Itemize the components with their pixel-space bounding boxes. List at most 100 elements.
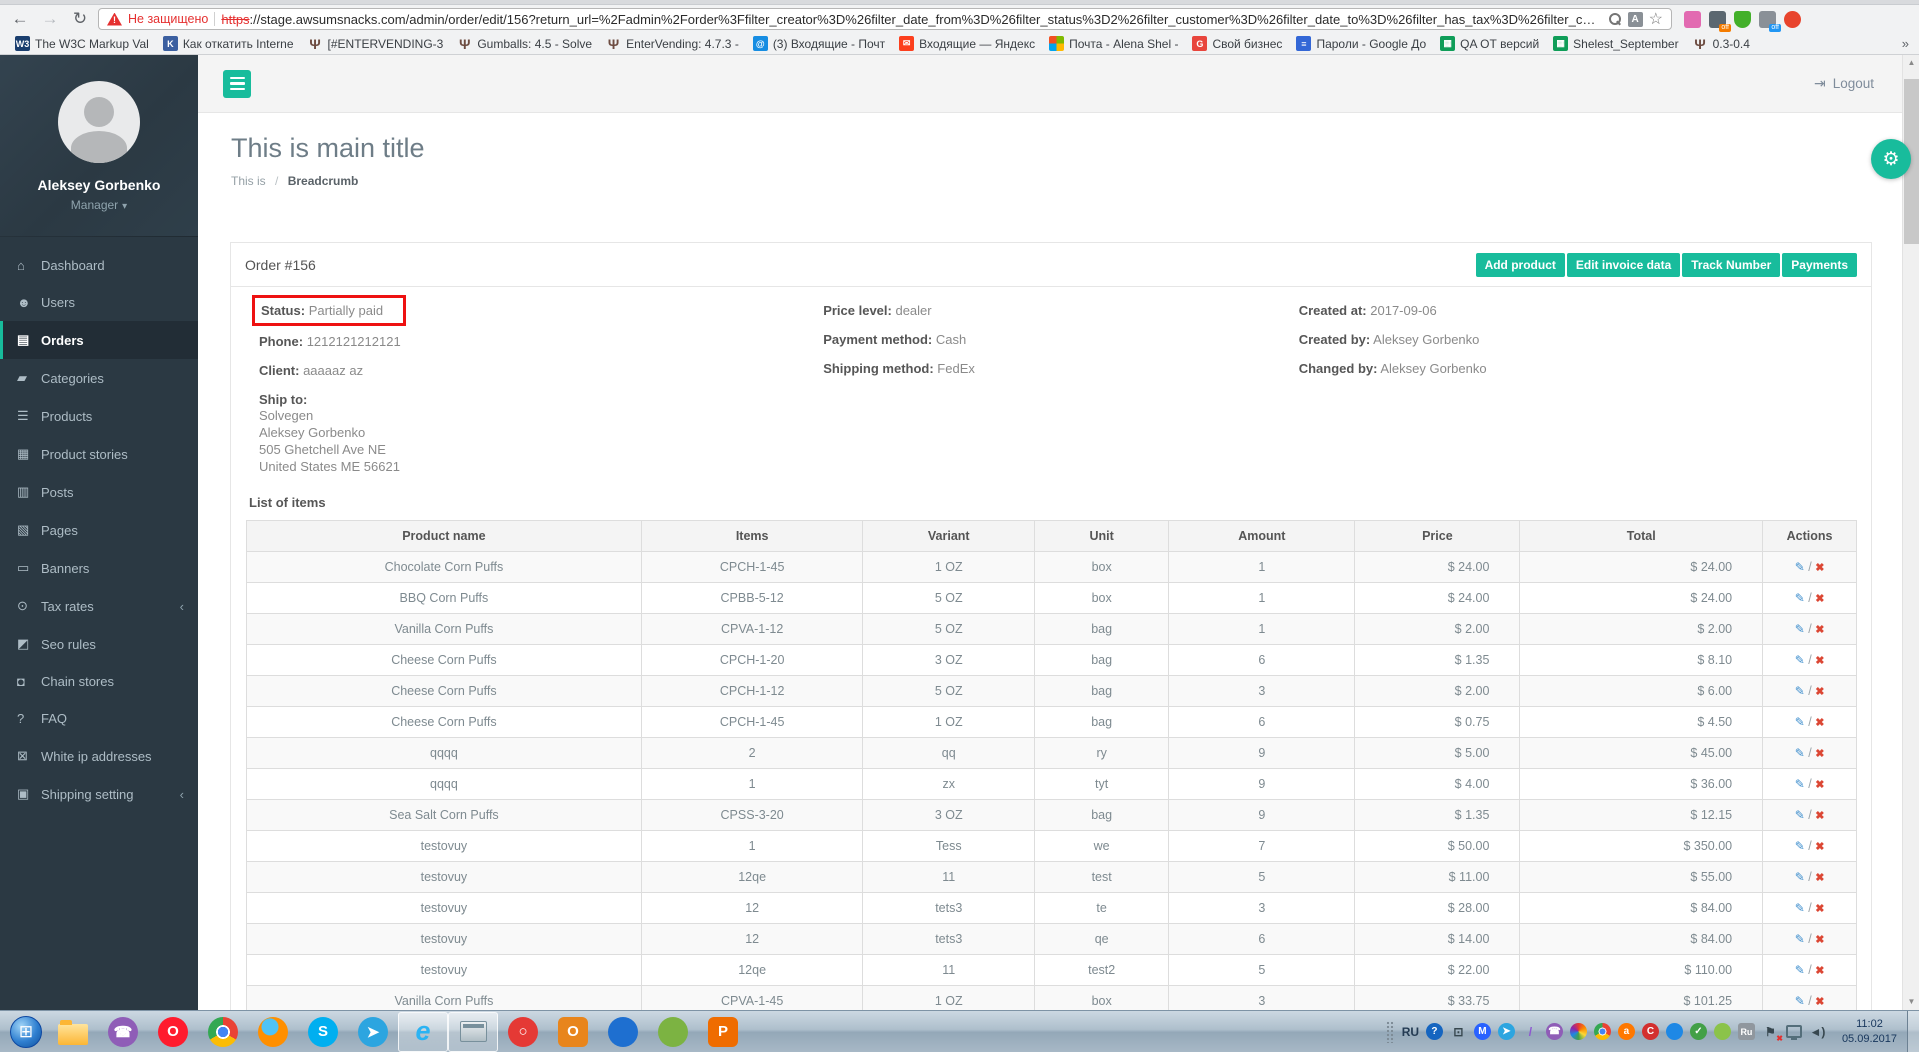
delete-item-icon[interactable]: ✖ [1815, 717, 1825, 729]
taskbar-internet-explorer-icon[interactable]: e [398, 1011, 448, 1052]
reload-button[interactable]: ↻ [72, 9, 88, 28]
scroll-down-arrow[interactable]: ▼ [1907, 997, 1916, 1006]
tray-globe-tray-icon[interactable] [1665, 1023, 1683, 1040]
edit-item-icon[interactable]: ✎ [1794, 746, 1805, 760]
sidebar-item-product-stories[interactable]: ▦ Product stories [0, 435, 198, 473]
scroll-up-arrow[interactable]: ▲ [1907, 58, 1916, 67]
ext-dark-off-icon[interactable]: off [1709, 10, 1731, 32]
edit-item-icon[interactable]: ✎ [1794, 901, 1805, 915]
taskbar-clock[interactable]: 11:02 05.09.2017 [1832, 1017, 1907, 1047]
bookmark-item-entervending-4-7-3[interactable]: Ψ EnterVending: 4.7.3 - [599, 36, 746, 52]
bookmark-item-[interactable]: ✉ Входящие — Яндекс [892, 36, 1042, 51]
taskbar-media-player-icon[interactable]: ○ [498, 1012, 548, 1052]
bookmark-item-interne[interactable]: K Как откатить Interne [156, 36, 301, 51]
sidebar-item-orders[interactable]: ▤ Orders [0, 321, 198, 359]
ext-green-shield-icon[interactable] [1734, 10, 1751, 28]
add-product-button[interactable]: Add product [1475, 252, 1565, 277]
taskbar-outlook-icon[interactable]: O [548, 1012, 598, 1052]
tray-help-icon[interactable]: ? [1425, 1023, 1443, 1040]
edit-item-icon[interactable]: ✎ [1794, 622, 1805, 636]
tray-shield-check-icon[interactable]: ✓ [1689, 1023, 1707, 1040]
scroll-thumb[interactable] [1904, 79, 1919, 244]
delete-item-icon[interactable]: ✖ [1815, 779, 1825, 791]
sidebar-item-faq[interactable]: ? FAQ [0, 700, 198, 737]
edit-item-icon[interactable]: ✎ [1794, 932, 1805, 946]
sidebar-item-users[interactable]: ☻ Users [0, 284, 198, 321]
sidebar-item-white-ip-addresses[interactable]: ⊠ White ip addresses [0, 737, 198, 775]
taskbar-punto-app-icon[interactable]: P [698, 1012, 748, 1052]
taskbar-firefox-icon[interactable] [248, 1012, 298, 1052]
bookmarks-overflow-chevron[interactable]: » [1901, 36, 1909, 51]
bookmark-item-entervending-3[interactable]: Ψ [#ENTERVENDING-3 [301, 36, 451, 52]
edit-item-icon[interactable]: ✎ [1794, 715, 1805, 729]
magnifier-icon[interactable] [1608, 12, 1622, 26]
delete-item-icon[interactable]: ✖ [1815, 903, 1825, 915]
delete-item-icon[interactable]: ✖ [1815, 996, 1825, 1008]
bookmark-item-the-w3c-markup-val[interactable]: W3 The W3C Markup Val [8, 36, 156, 51]
start-button[interactable]: ⊞ [4, 1012, 48, 1052]
delete-item-icon[interactable]: ✖ [1815, 748, 1825, 760]
tray-action-flag-icon[interactable]: ⚑ ✖ [1765, 1024, 1783, 1044]
tray-telegram-tray-icon[interactable]: ➤ [1497, 1023, 1515, 1040]
taskbar-telegram-icon[interactable]: ➤ [348, 1012, 398, 1052]
bookmark-item-0-3-0-4[interactable]: Ψ 0.3-0.4 [1686, 36, 1757, 52]
edit-item-icon[interactable]: ✎ [1794, 994, 1805, 1008]
tray-ccleaner-icon[interactable]: C [1641, 1023, 1659, 1040]
url-bar[interactable]: ! Не защищено https://stage.awsumsnacks.… [98, 8, 1672, 30]
delete-item-icon[interactable]: ✖ [1815, 872, 1825, 884]
tray-leaf-icon[interactable] [1713, 1023, 1731, 1040]
tray-restore-window-icon[interactable]: ⊡ [1453, 1024, 1464, 1039]
scrollbar[interactable]: ▲ ▼ [1902, 55, 1919, 1010]
sidebar-item-categories[interactable]: ▰ Categories [0, 359, 198, 397]
edit-invoice-data-button[interactable]: Edit invoice data [1566, 252, 1681, 277]
sidebar-item-seo-rules[interactable]: ◩ Seo rules [0, 625, 198, 663]
sidebar-item-shipping-setting[interactable]: ▣ Shipping setting ‹ [0, 775, 198, 813]
bookmark-item-shelest-september[interactable]: ▦ Shelest_September [1546, 36, 1685, 51]
tray-lang-ru-icon[interactable]: RU [1401, 1024, 1420, 1039]
ext-pink-icon[interactable] [1684, 10, 1701, 28]
sidebar-item-banners[interactable]: ▭ Banners [0, 549, 198, 587]
delete-item-icon[interactable]: ✖ [1815, 593, 1825, 605]
tray-network-icon[interactable] [1785, 1025, 1802, 1040]
edit-item-icon[interactable]: ✎ [1794, 591, 1805, 605]
edit-item-icon[interactable]: ✎ [1794, 684, 1805, 698]
taskbar-opera-icon[interactable]: O [148, 1012, 198, 1052]
delete-item-icon[interactable]: ✖ [1815, 655, 1825, 667]
edit-item-icon[interactable]: ✎ [1794, 777, 1805, 791]
edit-item-icon[interactable]: ✎ [1794, 808, 1805, 822]
taskbar-chrome-icon[interactable] [198, 1012, 248, 1052]
tray-avast-icon[interactable]: a [1617, 1023, 1635, 1040]
sidebar-item-tax-rates[interactable]: ⊙ Tax rates ‹ [0, 587, 198, 625]
ext-gray-off-icon[interactable]: off [1759, 10, 1781, 32]
edit-item-icon[interactable]: ✎ [1794, 870, 1805, 884]
tray-speaker-icon[interactable]: ◄) [1809, 1024, 1826, 1039]
payments-button[interactable]: Payments [1782, 252, 1857, 277]
taskbar-skype-icon[interactable]: S [298, 1012, 348, 1052]
taskbar-globe-green-icon[interactable] [648, 1012, 698, 1052]
edit-item-icon[interactable]: ✎ [1794, 560, 1805, 574]
back-button[interactable]: ← [11, 9, 29, 28]
sidebar-item-dashboard[interactable]: ⌂ Dashboard [0, 247, 198, 284]
bookmark-item-alena-shel[interactable]: Почта - Alena Shel - [1042, 36, 1185, 51]
forward-button[interactable]: → [41, 9, 59, 28]
settings-fab[interactable]: ⚙ [1871, 139, 1911, 179]
edit-item-icon[interactable]: ✎ [1794, 653, 1805, 667]
delete-item-icon[interactable]: ✖ [1815, 810, 1825, 822]
sidebar-item-posts[interactable]: ▥ Posts [0, 473, 198, 511]
delete-item-icon[interactable]: ✖ [1815, 965, 1825, 977]
tray-viber-tray-icon[interactable]: ☎ [1545, 1023, 1563, 1040]
edit-item-icon[interactable]: ✎ [1794, 963, 1805, 977]
translate-icon[interactable]: A [1627, 11, 1643, 27]
tray-grip-icon[interactable] [1385, 1020, 1395, 1043]
ext-red-icon[interactable] [1784, 10, 1801, 28]
bookmark-item-qa[interactable]: ▦ QA ОТ версий [1433, 36, 1546, 51]
bookmark-item-[interactable]: G Свой бизнес [1185, 36, 1289, 51]
bookmark-item-google[interactable]: ≡ Пароли - Google До [1289, 36, 1433, 51]
bookmark-item-gumballs-4-5-solve[interactable]: Ψ Gumballs: 4.5 - Solve [450, 36, 599, 52]
tray-color-palette-icon[interactable] [1569, 1023, 1587, 1040]
delete-item-icon[interactable]: ✖ [1815, 934, 1825, 946]
taskbar-explorer-icon[interactable] [48, 1012, 98, 1052]
sidebar-item-chain-stores[interactable]: ◘ Chain stores [0, 663, 198, 700]
tray-feather-pen-icon[interactable]: / [1528, 1024, 1533, 1039]
edit-item-icon[interactable]: ✎ [1794, 839, 1805, 853]
